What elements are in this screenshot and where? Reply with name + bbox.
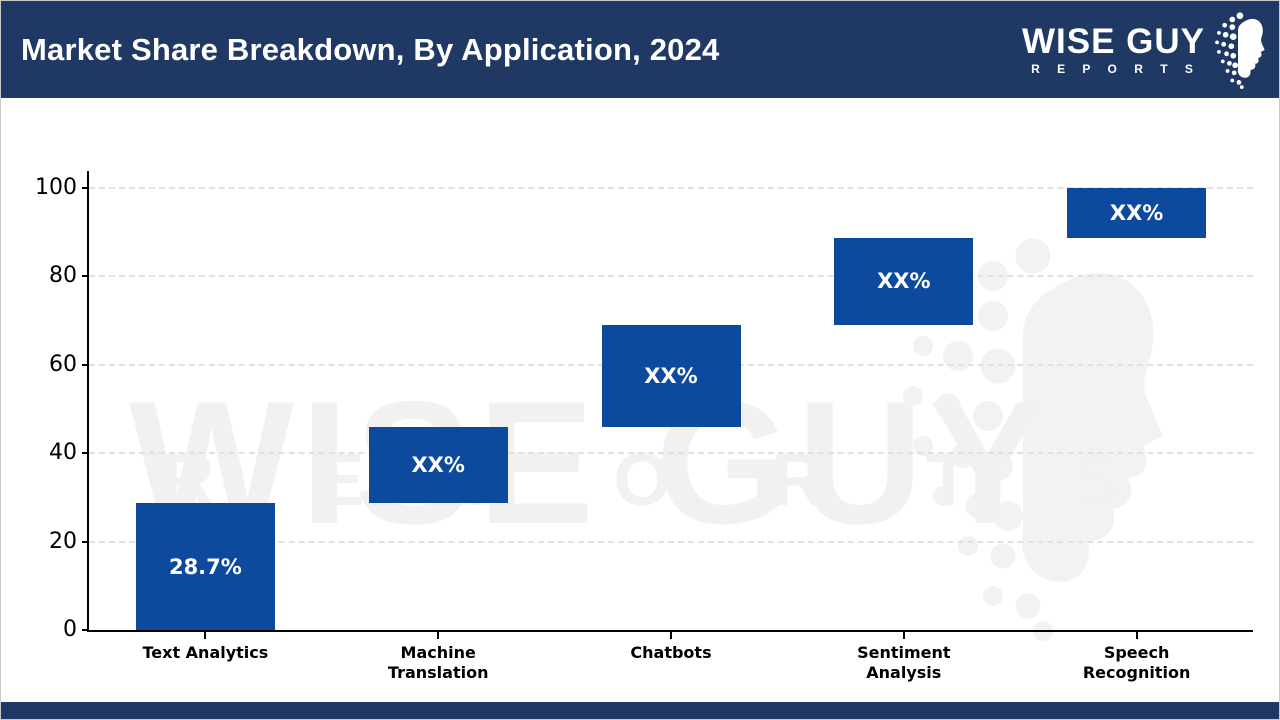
bar-text-analytics: 28.7% (135, 503, 275, 630)
category-label-4: Speech Recognition (1082, 643, 1191, 682)
y-tick-mark-40 (82, 452, 89, 455)
x-tick-mark-2 (670, 632, 672, 639)
y-tick-label-40: 40 (49, 440, 77, 466)
bar-value-label: 28.7% (168, 554, 242, 579)
x-axis-spine (87, 630, 1253, 632)
x-tick-mark-3 (902, 632, 905, 639)
y-tick-mark-0 (82, 629, 89, 631)
watermark-wordmark: WISE GUY (129, 366, 1053, 561)
waterfall-chart: WISE GUY R E P O R T S 0 20 40 60 80 100 28.7%… (1, 98, 1279, 704)
wise-guy-reports-logo: WISE GUY R E P O R T S (1022, 10, 1279, 90)
chart-title: Market Share Breakdown, By Application, … (21, 31, 720, 67)
x-tick-mark-4 (1135, 632, 1138, 639)
category-label-3: Sentiment Analysis (857, 643, 951, 682)
y-tick-label-0: 0 (63, 617, 77, 642)
y-tick-label-80: 80 (49, 263, 77, 289)
category-label-1: Machine Translation (387, 643, 489, 682)
dotted-head-icon (1209, 10, 1267, 90)
category-label-2: Chatbots (630, 643, 712, 662)
gridline-40 (89, 452, 1253, 455)
x-tick-mark-1 (437, 632, 440, 639)
report-header: Market Share Breakdown, By Application, … (1, 1, 1279, 98)
logo-text: WISE GUY R E P O R T S (1022, 24, 1205, 75)
y-tick-label-20: 20 (49, 528, 77, 554)
logo-wordmark: WISE GUY (1021, 22, 1205, 61)
y-tick-mark-80 (82, 275, 89, 278)
bar-value-label: XX% (411, 452, 465, 477)
bar-speech-recognition: XX% (1067, 188, 1207, 238)
category-label-0: Text Analytics (142, 643, 269, 662)
y-tick-mark-100 (82, 187, 89, 189)
bar-value-label: XX% (1109, 200, 1164, 225)
bar-value-label: XX% (644, 363, 698, 388)
gridline-100 (89, 187, 1253, 189)
bar-value-label: XX% (877, 269, 931, 294)
bar-machine-translation: XX% (368, 426, 508, 504)
gridline-80 (89, 275, 1253, 278)
logo-subtitle: R E P O R T S (1031, 62, 1200, 76)
y-tick-mark-20 (82, 540, 89, 543)
gridline-20 (89, 540, 1253, 543)
y-tick-label-100: 100 (35, 175, 77, 200)
bar-sentiment-analysis: XX% (834, 237, 974, 325)
report-footer (1, 702, 1279, 719)
y-axis-spine (87, 171, 89, 632)
x-tick-mark-0 (204, 632, 207, 639)
y-tick-mark-60 (82, 363, 89, 366)
y-tick-label-60: 60 (49, 351, 77, 377)
bar-chatbots: XX% (601, 325, 741, 427)
